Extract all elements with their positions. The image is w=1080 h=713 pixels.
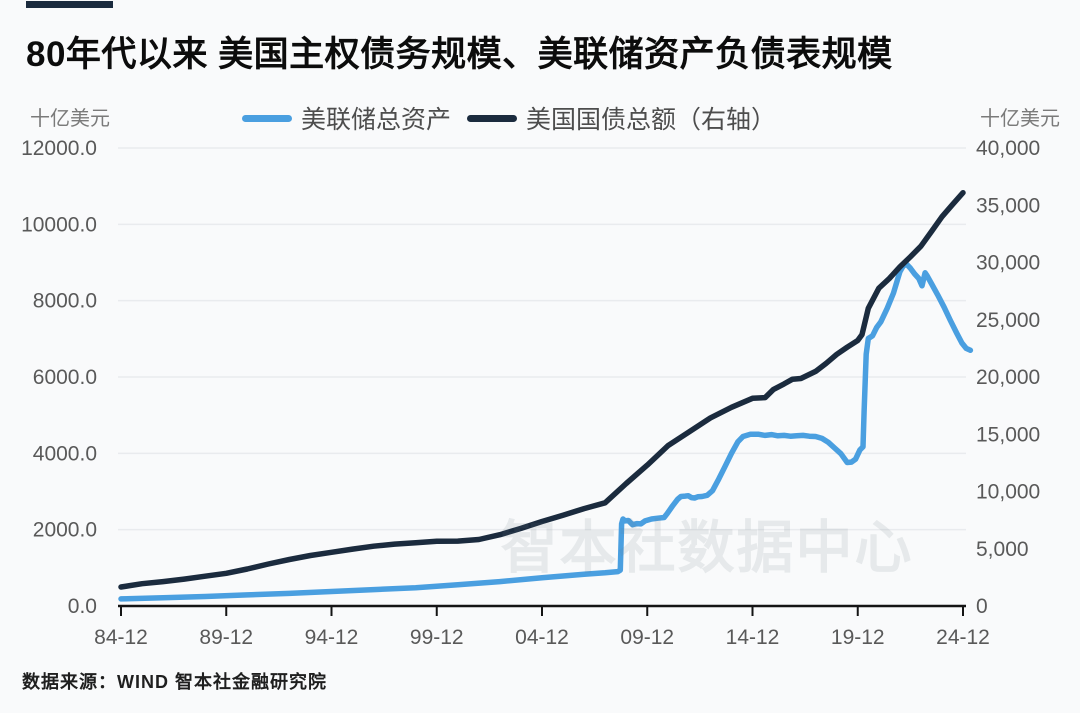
svg-text:12000.0: 12000.0 (21, 137, 97, 160)
svg-text:8000.0: 8000.0 (33, 290, 97, 313)
legend: 美联储总资产 美国国债总额（右轴） (242, 100, 776, 136)
fed-assets-line (118, 261, 974, 602)
svg-text:0: 0 (976, 595, 988, 618)
svg-text:5,000: 5,000 (976, 538, 1029, 561)
us-debt-legend-label: 美国国债总额（右轴） (526, 106, 777, 134)
svg-text:14-12: 14-12 (726, 626, 780, 649)
svg-text:24-12: 24-12 (936, 626, 990, 649)
svg-text:09-12: 09-12 (620, 626, 674, 649)
right-axis-unit: 十亿美元 (980, 108, 1060, 130)
left-axis-unit: 十亿美元 (30, 108, 110, 130)
us-debt-line (118, 189, 966, 590)
fed-assets-legend-label: 美联储总资产 (301, 106, 452, 134)
legend-item-us-debt: 美国国债总额（右轴） (467, 100, 776, 136)
svg-text:4000.0: 4000.0 (33, 442, 97, 465)
svg-text:10000.0: 10000.0 (21, 213, 97, 236)
svg-text:04-12: 04-12 (515, 626, 569, 649)
gridlines (118, 147, 966, 531)
svg-text:40,000: 40,000 (976, 137, 1040, 160)
svg-text:25,000: 25,000 (976, 309, 1040, 332)
svg-text:2000.0: 2000.0 (33, 519, 97, 542)
us-debt-swatch (467, 114, 518, 122)
accent-bar (26, 1, 113, 8)
svg-text:0.0: 0.0 (68, 595, 97, 618)
svg-text:6000.0: 6000.0 (33, 366, 97, 389)
data-source: 数据来源：WIND 智本社金融研究院 (22, 672, 327, 692)
svg-text:30,000: 30,000 (976, 252, 1040, 275)
left-axis-labels: 0.0 2000.0 4000.0 6000.0 8000.0 10000.0 12000.… (21, 137, 97, 618)
svg-text:35,000: 35,000 (976, 194, 1040, 217)
fed-assets-swatch (242, 114, 292, 122)
svg-text:99-12: 99-12 (410, 626, 464, 649)
svg-text:94-12: 94-12 (305, 626, 359, 649)
right-axis-labels: 0 5,000 10,000 15,000 20,000 25,000 30,000 35,0… (976, 137, 1040, 618)
x-axis: 84-12 89-12 94-12 99-12 04-12 09-12 14-12 19-12… (94, 604, 990, 649)
svg-text:89-12: 89-12 (199, 626, 253, 649)
svg-text:19-12: 19-12 (831, 626, 885, 649)
svg-text:20,000: 20,000 (976, 366, 1040, 389)
legend-item-fed-assets: 美联储总资产 (242, 100, 451, 136)
chart-title: 80年代以来 美国主权债务规模、美联储资产负债表规模 (26, 35, 893, 74)
svg-text:84-12: 84-12 (94, 626, 148, 649)
svg-text:10,000: 10,000 (976, 481, 1040, 504)
svg-text:15,000: 15,000 (976, 423, 1040, 446)
